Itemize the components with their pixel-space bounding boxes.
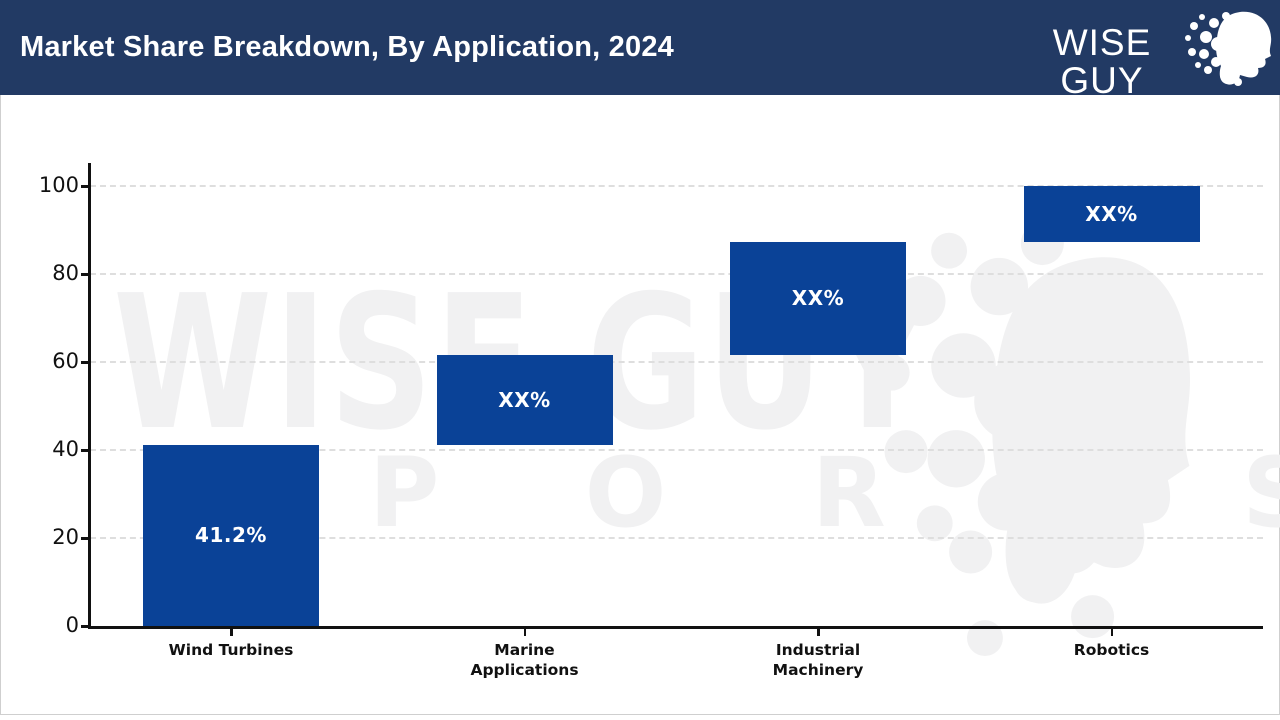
x-axis-tick-mark [523, 628, 526, 636]
y-axis-tick-label: 60 [52, 349, 79, 373]
bar: 41.2% [143, 444, 319, 626]
gridline [90, 449, 1263, 451]
y-axis-tick-label: 80 [52, 261, 79, 285]
logo-head-icon [1185, 11, 1272, 86]
y-axis-tick-mark [81, 625, 89, 628]
bar-value-label: XX% [1085, 201, 1138, 226]
chart-area: 0 20 40 60 80 100 41.2% Wind Turbines XX% Marine … [1, 95, 1279, 714]
bar-value-label: 41.2% [195, 523, 267, 548]
x-axis-tick-mark [230, 628, 233, 636]
x-axis-line [88, 626, 1263, 629]
gridline [90, 361, 1263, 363]
y-axis-tick-mark [81, 273, 89, 276]
bar-value-label: XX% [498, 387, 551, 412]
bar: XX% [730, 241, 906, 355]
chart-canvas: WISE GUY P O R T S 0 20 40 60 80 100 41.2% Wind… [0, 95, 1280, 715]
gridline [90, 185, 1263, 187]
y-axis-tick-mark [81, 449, 89, 452]
gridline [90, 537, 1263, 539]
y-axis-tick-mark [81, 361, 89, 364]
y-axis-line [88, 163, 91, 628]
bar: XX% [436, 354, 613, 445]
x-axis-category-label: Marine Applications [470, 641, 579, 679]
logo-wordmark: WISE GUY [1052, 22, 1152, 101]
bar-value-label: XX% [791, 286, 845, 311]
y-axis-tick-mark [81, 537, 89, 540]
x-axis-tick-mark [817, 628, 820, 636]
x-axis-category-label: Robotics [1073, 641, 1150, 659]
bar: XX% [1023, 186, 1200, 242]
header-bar: Market Share Breakdown, By Application, … [0, 0, 1280, 118]
watermark-head-graphic [873, 222, 1191, 657]
x-axis-category-label: Wind Turbines [168, 641, 294, 659]
wise-guy-reports-logo: WISE GUY REPORTS [1008, 6, 1272, 118]
y-axis-tick-label: 100 [38, 173, 79, 197]
y-axis-tick-label: 20 [52, 525, 79, 549]
x-axis-tick-mark [1110, 628, 1113, 636]
gridline [90, 273, 1263, 275]
y-axis-tick-mark [81, 185, 89, 188]
y-axis-tick-label: 0 [65, 613, 79, 637]
y-axis-tick-label: 40 [52, 437, 79, 461]
x-axis-category-label: Industrial Machinery [772, 641, 864, 679]
chart-title: Market Share Breakdown, By Application, … [20, 31, 674, 63]
